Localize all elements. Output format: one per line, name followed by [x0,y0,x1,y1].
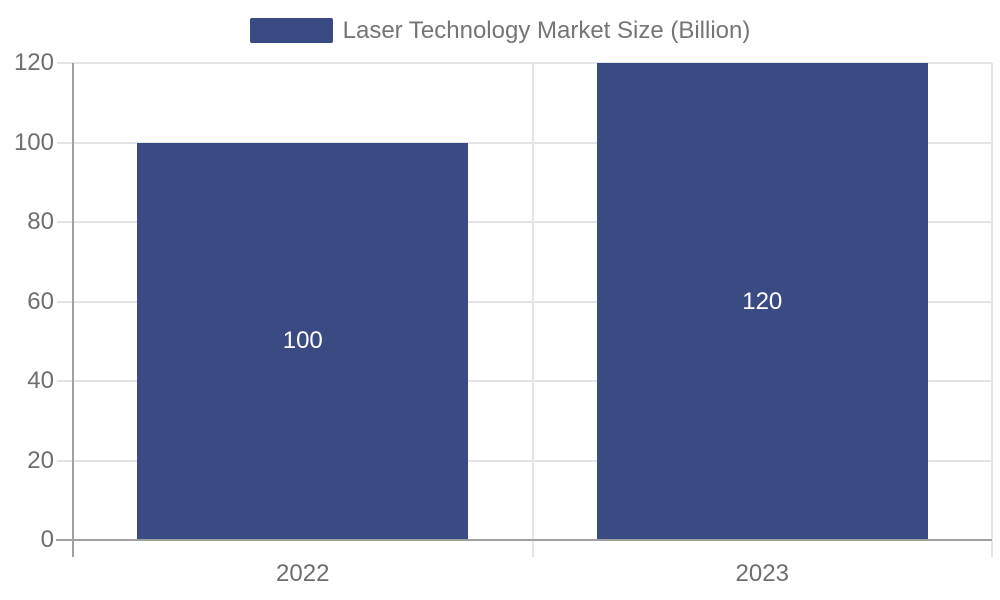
bar-2022: 100 [137,142,469,540]
y-tick-label: 100 [13,128,54,156]
y-tick [57,459,73,462]
y-axis-line [72,63,74,557]
bar-2023: 120 [596,63,928,540]
gridline-vertical [991,63,993,540]
y-tick-label: 80 [27,208,54,235]
legend-label: Laser Technology Market Size (Billion) [342,17,751,44]
y-tick [57,141,73,144]
bar-value-label: 120 [742,287,783,315]
x-tick-label: 2022 [276,560,330,587]
y-tick [57,380,73,382]
bar-value-label: 100 [282,327,323,355]
y-tick-label: 120 [13,49,54,76]
legend: Laser Technology Market Size (Billion) [0,18,1000,43]
y-tick-label: 40 [27,367,54,394]
y-tick-label: 20 [27,446,54,474]
y-tick-label: 0 [40,526,54,553]
y-tick [57,300,73,303]
y-tick [57,62,73,64]
gridline-vertical [531,63,534,540]
x-axis-line [56,539,992,541]
x-tick [991,541,993,557]
plot-area: 100 120 [73,62,993,540]
legend-swatch [249,18,333,43]
y-tick [57,221,73,223]
x-tick [531,541,534,557]
x-tick-label: 2023 [735,560,789,587]
y-tick-label: 60 [27,287,54,315]
